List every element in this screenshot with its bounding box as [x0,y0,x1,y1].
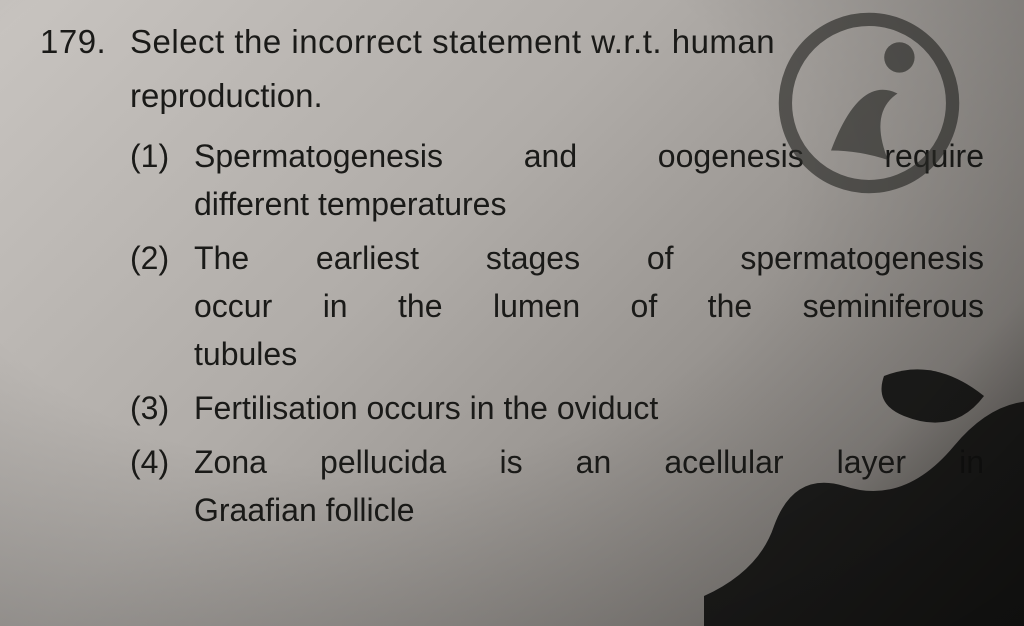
page: 179.Select the incorrect statement w.r.t… [0,0,1024,626]
question-line-1: 179.Select the incorrect statement w.r.t… [40,18,984,66]
options-list: (1)Spermatogenesis and oogenesis require… [40,132,984,534]
option-text: Spermatogenesis and oogenesis requiredif… [194,132,984,228]
option-text-line: tubules [194,330,984,378]
option-text-line: Zona pellucida is an acellular layer in [194,438,984,486]
option-text-line: Fertilisation occurs in the oviduct [194,384,984,432]
option-number: (2) [130,234,194,378]
option-2: (2)The earliest stages of spermatogenesi… [40,234,984,378]
option-number: (1) [130,132,194,228]
option-text-line: Graafian follicle [194,486,984,534]
option-1: (1)Spermatogenesis and oogenesis require… [40,132,984,228]
option-number: (3) [130,384,194,432]
question-text-2: reproduction. [130,77,323,114]
option-text-line: occur in the lumen of the seminiferous [194,282,984,330]
option-text-line: Spermatogenesis and oogenesis require [194,132,984,180]
option-text: Zona pellucida is an acellular layer inG… [194,438,984,534]
question-text-1: Select the incorrect statement w.r.t. hu… [130,23,775,60]
option-3: (3)Fertilisation occurs in the oviduct [40,384,984,432]
option-text: Fertilisation occurs in the oviduct [194,384,984,432]
option-number: (4) [130,438,194,534]
option-text: The earliest stages of spermatogenesisoc… [194,234,984,378]
option-4: (4)Zona pellucida is an acellular layer … [40,438,984,534]
question-number: 179. [40,18,130,66]
question-line-2: reproduction. [40,72,984,120]
option-text-line: different temperatures [194,180,984,228]
option-text-line: The earliest stages of spermatogenesis [194,234,984,282]
